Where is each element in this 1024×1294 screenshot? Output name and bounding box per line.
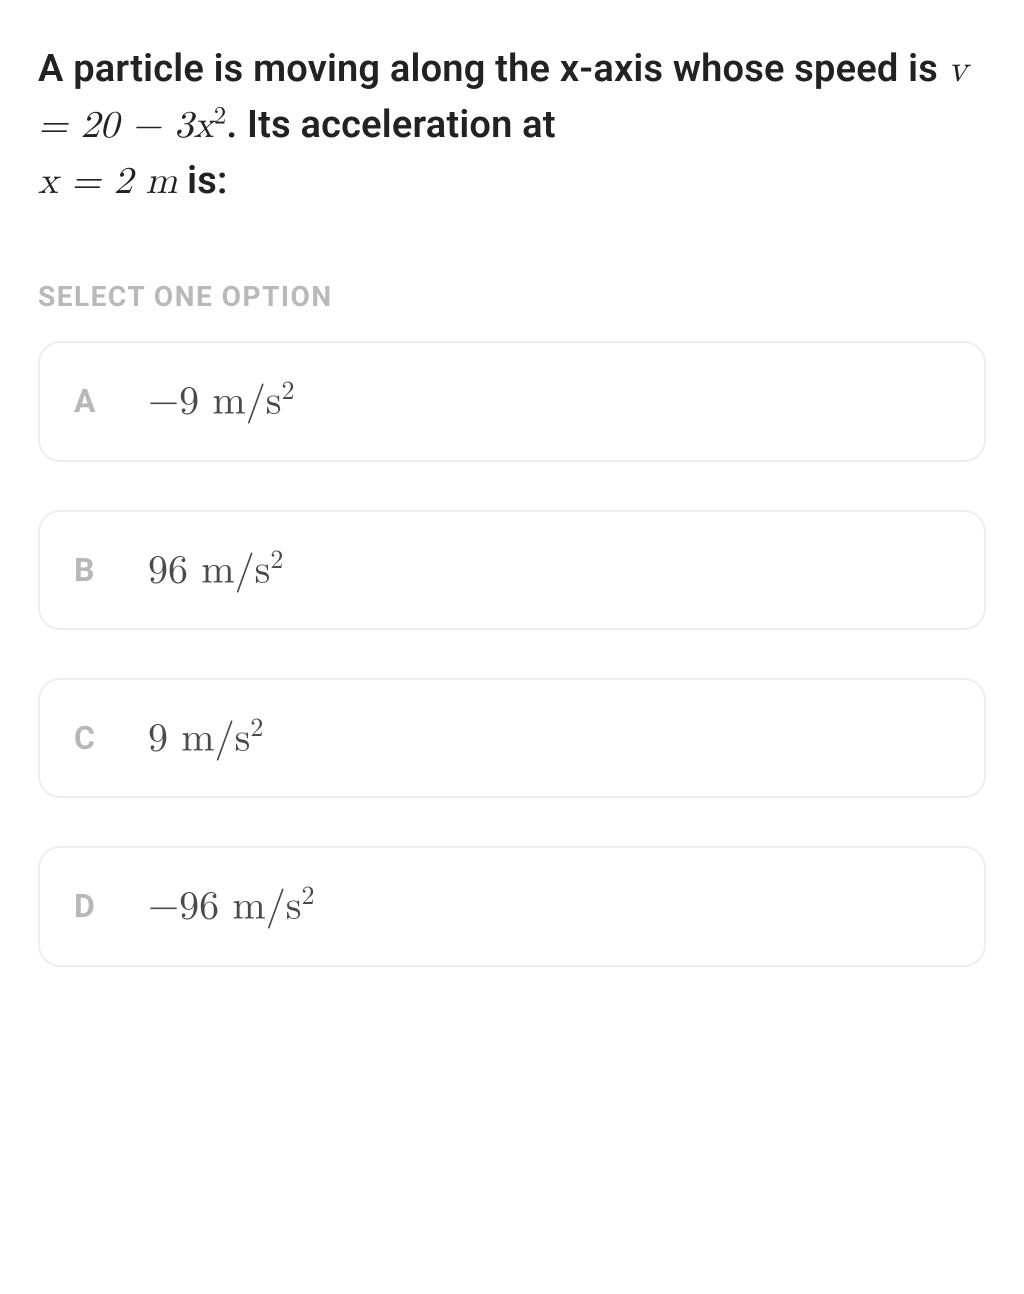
formula-x: x = 2 m [38,163,178,201]
option-c[interactable]: C 9 m/s2 [38,678,986,798]
option-value: −9 m/s2 [148,377,295,425]
question-suffix: is: [178,159,228,203]
option-value: 96 m/s2 [148,546,283,594]
option-value: 9 m/s2 [148,714,263,762]
quiz-page: A particle is moving along the x-axis wh… [0,0,1024,967]
options-list: A −9 m/s2 B 96 m/s2 C 9 m/s2 D −96 m/s2 [38,341,986,966]
option-value: −96 m/s2 [148,882,315,930]
option-letter: C [74,719,102,757]
option-a[interactable]: A −9 m/s2 [38,341,986,461]
option-d[interactable]: D −96 m/s2 [38,846,986,966]
option-letter: D [74,887,102,925]
option-letter: A [74,382,102,420]
option-letter: B [74,551,102,589]
question-text: A particle is moving along the x-axis wh… [38,42,986,210]
question-prefix: A particle is moving along the x-axis wh… [38,47,948,91]
select-one-label: SELECT ONE OPTION [38,280,986,313]
question-mid: . Its acceleration at [226,103,555,147]
option-b[interactable]: B 96 m/s2 [38,510,986,630]
